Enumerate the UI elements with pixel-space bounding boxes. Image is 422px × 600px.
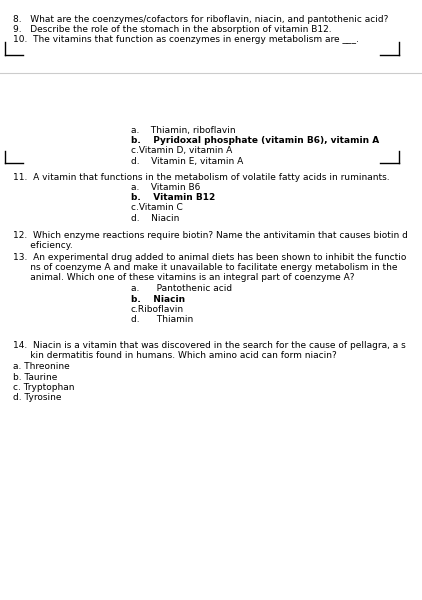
Text: animal. Which one of these vitamins is an integral part of coenzyme A?: animal. Which one of these vitamins is a… — [13, 273, 354, 282]
Text: 11.  A vitamin that functions in the metabolism of volatile fatty acids in rumin: 11. A vitamin that functions in the meta… — [13, 173, 389, 182]
Text: 9.   Describe the role of the stomach in the absorption of vitamin B12.: 9. Describe the role of the stomach in t… — [13, 25, 331, 34]
Text: c. Tryptophan: c. Tryptophan — [13, 383, 74, 392]
Text: 13.  An experimental drug added to animal diets has been shown to inhibit the fu: 13. An experimental drug added to animal… — [13, 253, 406, 262]
Text: c.Riboflavin: c.Riboflavin — [131, 305, 184, 314]
Text: a. Threonine: a. Threonine — [13, 362, 69, 371]
Text: 12.  Which enzyme reactions require biotin? Name the antivitamin that causes bio: 12. Which enzyme reactions require bioti… — [13, 231, 408, 240]
Text: d.    Vitamin E, vitamin A: d. Vitamin E, vitamin A — [131, 157, 243, 166]
Text: 8.   What are the coenzymes/cofactors for riboflavin, niacin, and pantothenic ac: 8. What are the coenzymes/cofactors for … — [13, 15, 388, 24]
Text: b.    Niacin: b. Niacin — [131, 295, 185, 304]
Text: kin dermatitis found in humans. Which amino acid can form niacin?: kin dermatitis found in humans. Which am… — [13, 351, 336, 360]
Text: c.Vitamin C: c.Vitamin C — [131, 203, 183, 212]
Text: d. Tyrosine: d. Tyrosine — [13, 393, 61, 402]
Text: 14.  Niacin is a vitamin that was discovered in the search for the cause of pell: 14. Niacin is a vitamin that was discove… — [13, 341, 406, 350]
Text: a.    Thiamin, riboflavin: a. Thiamin, riboflavin — [131, 126, 235, 135]
Text: d.      Thiamin: d. Thiamin — [131, 315, 193, 324]
Text: d.    Niacin: d. Niacin — [131, 214, 179, 223]
Text: c.Vitamin D, vitamin A: c.Vitamin D, vitamin A — [131, 146, 232, 155]
Text: eficiency.: eficiency. — [13, 241, 73, 250]
Text: 10.  The vitamins that function as coenzymes in energy metabolism are ___.: 10. The vitamins that function as coenzy… — [13, 35, 359, 44]
Text: a.    Vitamin B6: a. Vitamin B6 — [131, 183, 200, 192]
Text: ns of coenzyme A and make it unavailable to facilitate energy metabolism in the: ns of coenzyme A and make it unavailable… — [13, 263, 397, 272]
Text: b.    Vitamin B12: b. Vitamin B12 — [131, 193, 215, 202]
Text: b. Taurine: b. Taurine — [13, 373, 57, 382]
Text: a.      Pantothenic acid: a. Pantothenic acid — [131, 284, 232, 293]
Text: b.    Pyridoxal phosphate (vitamin B6), vitamin A: b. Pyridoxal phosphate (vitamin B6), vit… — [131, 136, 379, 145]
